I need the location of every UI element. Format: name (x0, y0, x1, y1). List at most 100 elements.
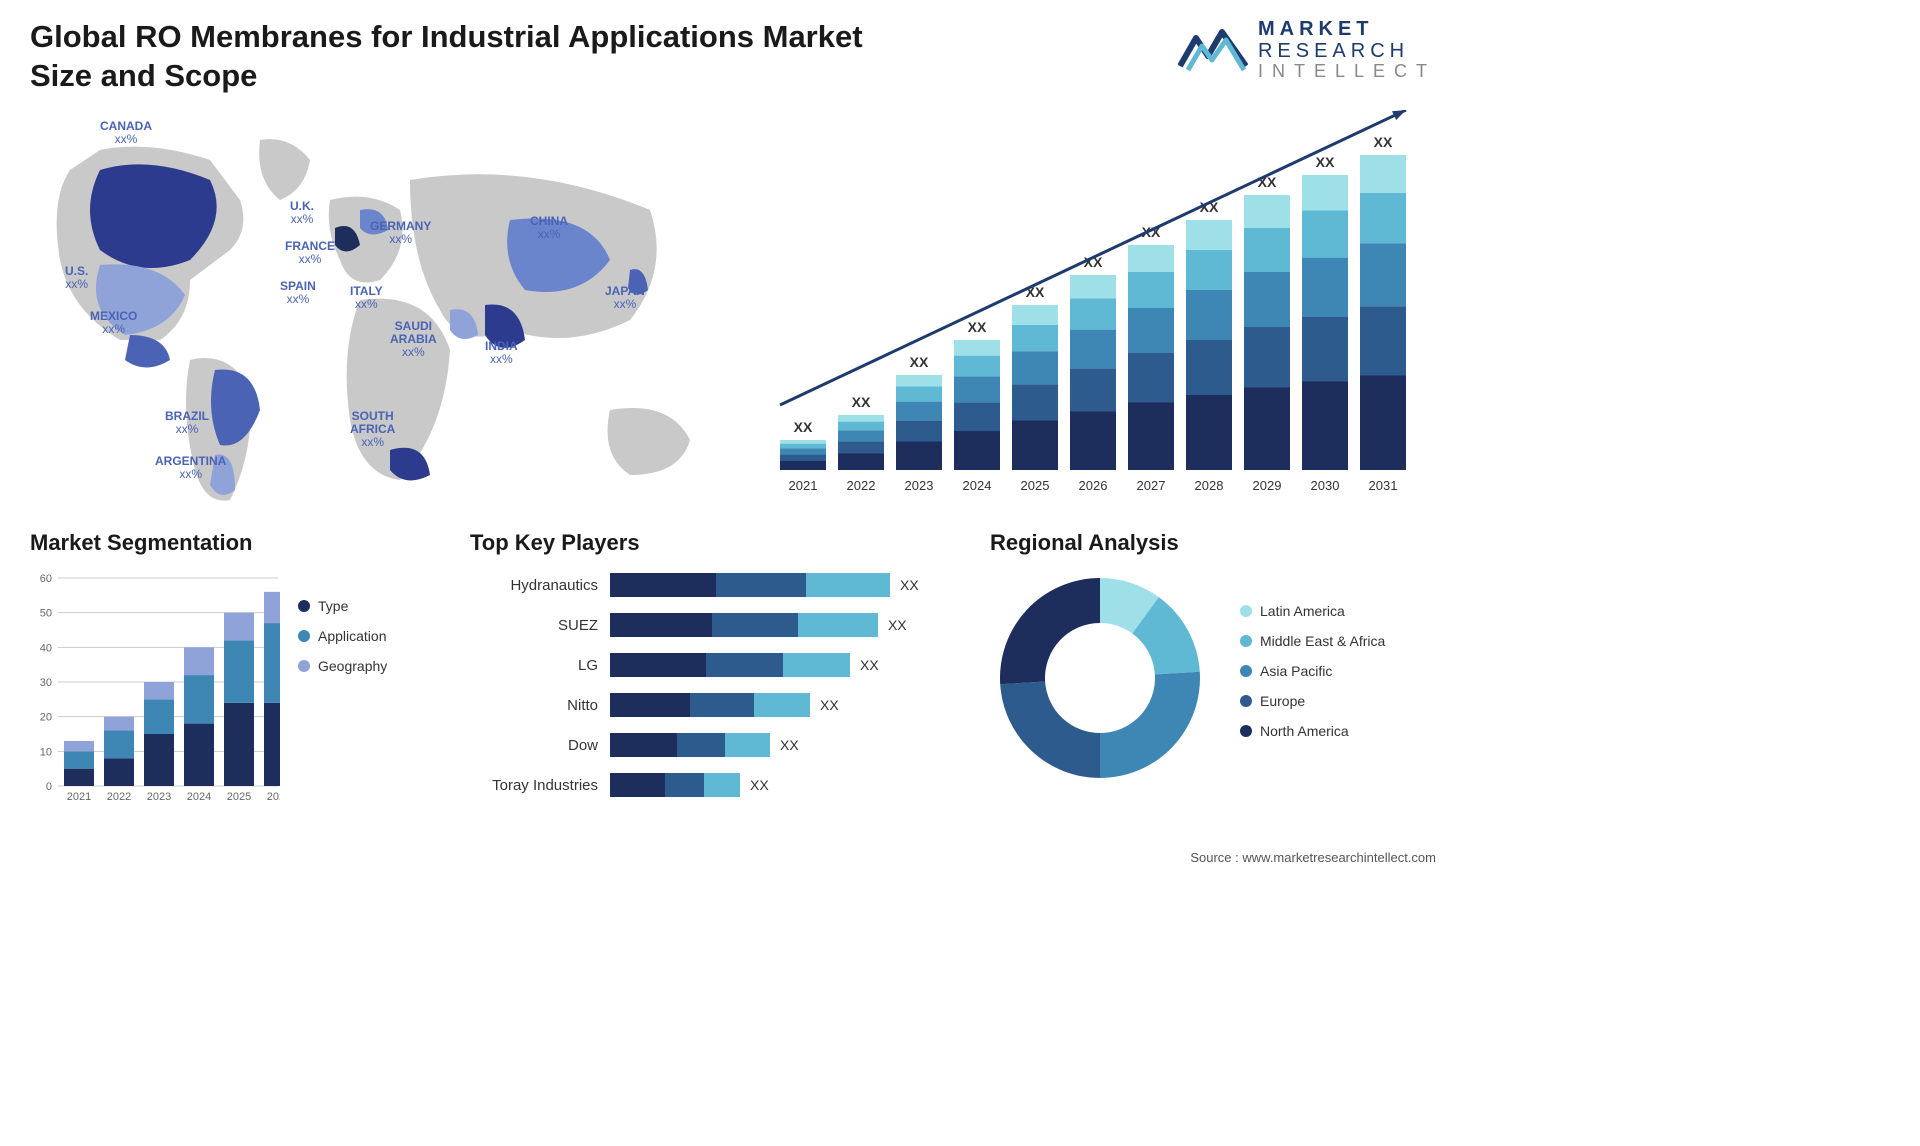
map-country-label: SPAINxx% (280, 280, 316, 306)
regional-section: Regional Analysis Latin America Middle Ea… (990, 530, 1436, 828)
player-row: Dow XX (470, 728, 950, 762)
player-value: XX (900, 577, 919, 593)
svg-text:50: 50 (40, 608, 52, 620)
header: Global RO Membranes for Industrial Appli… (30, 18, 1436, 96)
map-country-label: MEXICOxx% (90, 310, 137, 336)
segmentation-legend-item: Application (298, 628, 387, 644)
bottom-row: Market Segmentation 0 10 20 30 40 50 60 2021 202… (30, 530, 1436, 828)
map-country-label: GERMANYxx% (370, 220, 431, 246)
player-name: Dow (470, 737, 610, 754)
svg-text:2024: 2024 (963, 478, 992, 493)
player-name: SUEZ (470, 617, 610, 634)
svg-text:2031: 2031 (1369, 478, 1398, 493)
svg-text:10: 10 (40, 746, 52, 758)
player-value: XX (780, 737, 799, 753)
map-country-label: ARGENTINAxx% (155, 455, 226, 481)
svg-text:2028: 2028 (1195, 478, 1224, 493)
svg-text:XX: XX (1316, 154, 1335, 170)
player-name: Hydranautics (470, 577, 610, 594)
logo-line3: INTELLECT (1258, 62, 1436, 82)
source-text: Source : www.marketresearchintellect.com (1190, 850, 1436, 865)
svg-text:2022: 2022 (847, 478, 876, 493)
svg-text:2025: 2025 (1021, 478, 1050, 493)
regional-title: Regional Analysis (990, 530, 1436, 556)
svg-text:2026: 2026 (1079, 478, 1108, 493)
svg-text:40: 40 (40, 642, 52, 654)
map-country-label: CHINAxx% (530, 215, 568, 241)
svg-text:2023: 2023 (147, 791, 171, 803)
logo-line2: RESEARCH (1258, 40, 1436, 62)
player-row: Hydranautics XX (470, 568, 950, 602)
player-row: Toray Industries XX (470, 768, 950, 802)
svg-text:2030: 2030 (1311, 478, 1340, 493)
regional-legend-item: Asia Pacific (1240, 663, 1385, 679)
player-bar (610, 773, 740, 797)
player-name: Nitto (470, 697, 610, 714)
regional-legend-item: Latin America (1240, 603, 1385, 619)
svg-text:2023: 2023 (905, 478, 934, 493)
regional-legend: Latin America Middle East & Africa Asia Pa… (1240, 603, 1385, 753)
player-bar (610, 573, 890, 597)
player-bar (610, 733, 770, 757)
page-title: Global RO Membranes for Industrial Appli… (30, 18, 880, 96)
player-bar (610, 613, 878, 637)
svg-text:60: 60 (40, 573, 52, 585)
player-row: LG XX (470, 648, 950, 682)
player-bar (610, 693, 810, 717)
players-chart: HydranauticsXXSUEZXXLGXXNittoXXDowXXTora… (470, 568, 950, 828)
svg-text:2027: 2027 (1137, 478, 1166, 493)
regional-donut (990, 568, 1210, 788)
map-country-label: U.K.xx% (290, 200, 314, 226)
svg-text:XX: XX (910, 354, 929, 370)
map-country-label: U.S.xx% (65, 265, 88, 291)
map-country-label: JAPANxx% (605, 285, 645, 311)
svg-text:2021: 2021 (67, 791, 91, 803)
brand-logo: MARKET RESEARCH INTELLECT (1178, 18, 1436, 82)
map-country-label: SAUDIARABIAxx% (390, 320, 437, 360)
svg-text:XX: XX (852, 394, 871, 410)
svg-text:XX: XX (968, 319, 987, 335)
svg-text:2024: 2024 (187, 791, 211, 803)
svg-text:0: 0 (46, 781, 52, 793)
logo-text: MARKET RESEARCH INTELLECT (1258, 18, 1436, 82)
map-country-label: BRAZILxx% (165, 410, 209, 436)
segmentation-chart: 0 10 20 30 40 50 60 2021 2022 2023 2024 2025 2026 (30, 568, 280, 808)
regional-legend-item: Europe (1240, 693, 1385, 709)
player-row: SUEZ XX (470, 608, 950, 642)
svg-text:XX: XX (794, 419, 813, 435)
player-row: Nitto XX (470, 688, 950, 722)
map-country-label: SOUTHAFRICAxx% (350, 410, 395, 450)
segmentation-legend-item: Type (298, 598, 387, 614)
logo-mark-icon (1178, 26, 1248, 74)
regional-legend-item: Middle East & Africa (1240, 633, 1385, 649)
player-name: Toray Industries (470, 777, 610, 794)
svg-text:2029: 2029 (1253, 478, 1282, 493)
logo-line1: MARKET (1258, 18, 1436, 40)
player-name: LG (470, 657, 610, 674)
map-country-label: CANADAxx% (100, 120, 152, 146)
svg-text:2021: 2021 (789, 478, 818, 493)
segmentation-title: Market Segmentation (30, 530, 430, 556)
svg-text:2022: 2022 (107, 791, 131, 803)
player-value: XX (860, 657, 879, 673)
player-value: XX (888, 617, 907, 633)
map-country-label: INDIAxx% (485, 340, 518, 366)
svg-text:20: 20 (40, 712, 52, 724)
segmentation-legend-item: Geography (298, 658, 387, 674)
segmentation-legend: Type Application Geography (298, 568, 387, 808)
map-country-label: ITALYxx% (350, 285, 383, 311)
segmentation-section: Market Segmentation 0 10 20 30 40 50 60 2021 202… (30, 530, 430, 828)
map-country-label: FRANCExx% (285, 240, 335, 266)
player-value: XX (750, 777, 769, 793)
svg-text:XX: XX (1374, 134, 1393, 150)
svg-text:2025: 2025 (227, 791, 251, 803)
regional-legend-item: North America (1240, 723, 1385, 739)
player-value: XX (820, 697, 839, 713)
svg-text:30: 30 (40, 677, 52, 689)
world-map: CANADAxx% U.S.xx%MEXICOxx% BRAZILxx% ARGENT… (30, 110, 730, 510)
player-bar (610, 653, 850, 677)
players-section: Top Key Players Hydranautics XX SUEZ XX LG XX… (470, 530, 950, 828)
svg-text:2026: 2026 (267, 791, 280, 803)
players-title: Top Key Players (470, 530, 950, 556)
main-growth-chart: XX2021XX2022XX2023XX2024XX2025XX2026XX20… (770, 110, 1430, 510)
